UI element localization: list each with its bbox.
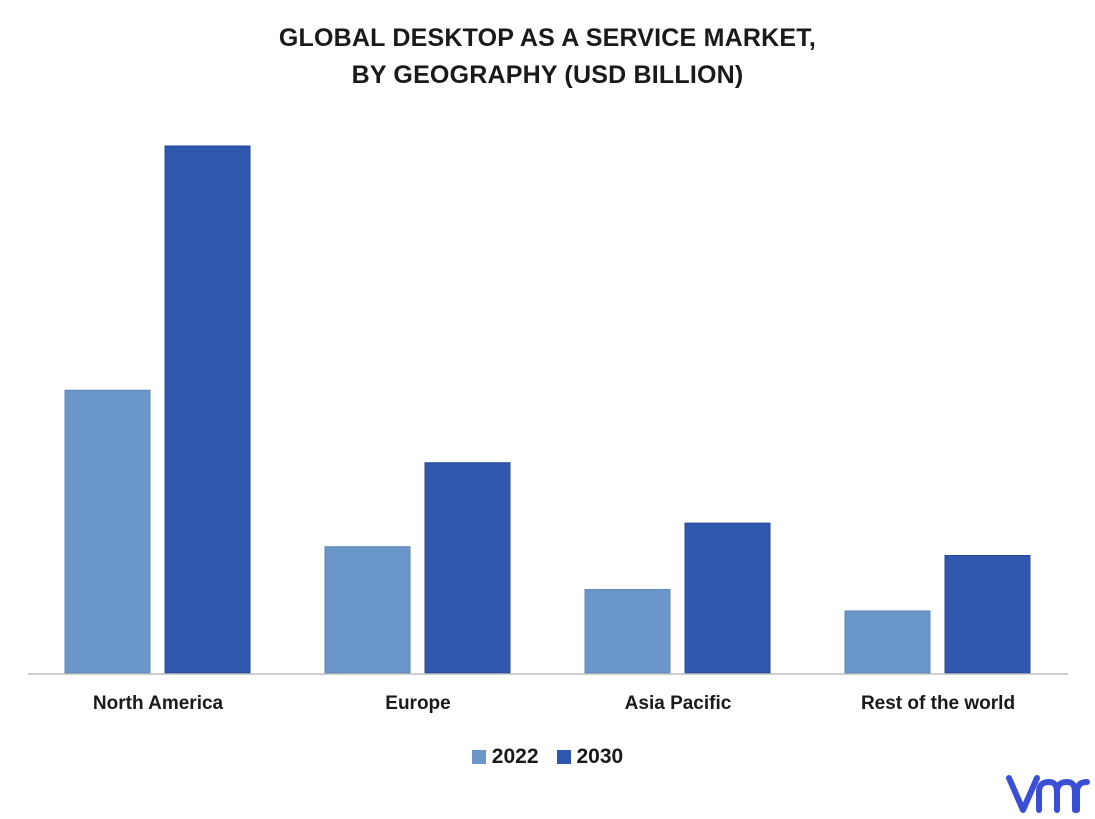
chart-title: GLOBAL DESKTOP AS A SERVICE MARKET, BY G… (0, 20, 1095, 94)
legend-label-2030: 2030 (576, 745, 624, 768)
legend: 2022 2030 (0, 745, 1095, 769)
bars-group (64, 145, 1031, 674)
bar-asia-pacific-2022 (584, 589, 671, 674)
vmr-logo-icon (1006, 775, 1090, 813)
category-label-north-america: North America (93, 693, 224, 714)
bar-rest-of-the-world-2030 (944, 555, 1031, 674)
category-label-rest-of-the-world: Rest of the world (861, 693, 1015, 714)
legend-label-2022: 2022 (491, 745, 539, 768)
legend-swatch-2022 (471, 750, 486, 764)
bar-europe-2030 (424, 462, 511, 674)
bar-asia-pacific-2030 (684, 522, 771, 674)
legend-item-2022: 2022 (471, 745, 539, 769)
bar-rest-of-the-world-2022 (844, 610, 931, 674)
chart-title-line-2: BY GEOGRAPHY (USD BILLION) (351, 61, 744, 89)
bar-europe-2022 (324, 546, 411, 674)
chart-title-line-1: GLOBAL DESKTOP AS A SERVICE MARKET, (278, 24, 817, 52)
legend-item-2030: 2030 (556, 745, 624, 769)
category-label-europe: Europe (385, 693, 450, 714)
bar-north-america-2030 (164, 145, 251, 674)
category-label-asia-pacific: Asia Pacific (625, 693, 732, 714)
category-labels: North America Europe Asia Pacific Rest of t… (93, 693, 1015, 714)
bar-north-america-2022 (64, 389, 151, 674)
legend-swatch-2030 (556, 750, 571, 764)
